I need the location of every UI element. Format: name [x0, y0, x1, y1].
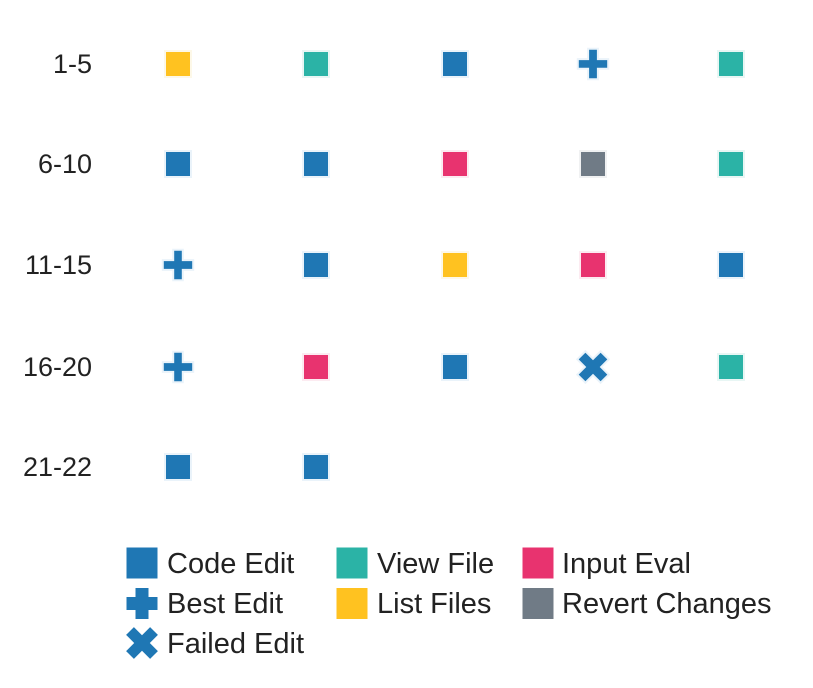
svg-text:View File: View File: [377, 548, 494, 580]
svg-text:Best Edit: Best Edit: [167, 588, 283, 620]
svg-text:6-10: 6-10: [38, 149, 92, 179]
svg-text:Failed Edit: Failed Edit: [167, 628, 304, 660]
svg-text:11-15: 11-15: [25, 250, 92, 280]
svg-text:21-22: 21-22: [23, 452, 92, 482]
svg-text:List Files: List Files: [377, 588, 491, 620]
svg-text:Input Eval: Input Eval: [562, 548, 691, 580]
svg-text:16-20: 16-20: [23, 352, 92, 382]
svg-text:Revert Changes: Revert Changes: [562, 588, 772, 620]
svg-text:Code Edit: Code Edit: [167, 548, 294, 580]
svg-text:1-5: 1-5: [53, 49, 92, 79]
